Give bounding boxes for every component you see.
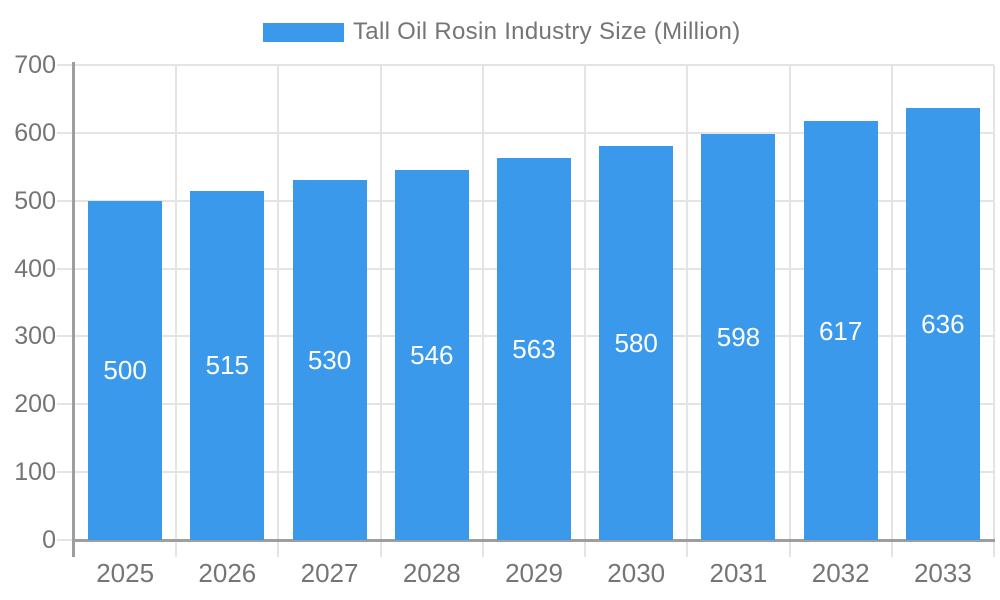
y-axis-tick-label: 600 (14, 118, 56, 147)
x-gridline (379, 65, 382, 557)
y-axis-tick-label: 300 (14, 322, 56, 351)
bar-value-label: 500 (103, 355, 147, 386)
x-axis-tick-label: 2025 (96, 558, 155, 588)
x-axis-tick-label: 2033 (913, 558, 972, 588)
y-axis-tick-label: 0 (42, 526, 56, 554)
legend-label: Tall Oil Rosin Industry Size (Million) (353, 18, 741, 45)
bar-value-label: 636 (921, 309, 965, 340)
bar: 500 (88, 200, 163, 540)
bar: 563 (497, 157, 571, 540)
x-gridline (175, 65, 178, 557)
y-axis-line (72, 62, 75, 557)
bar: 598 (701, 134, 776, 540)
y-axis-tick-label: 500 (14, 186, 56, 215)
y-gridline (57, 131, 994, 134)
x-gridline (277, 65, 280, 557)
legend[interactable]: Tall Oil Rosin Industry Size (Million) (0, 19, 1000, 45)
bar: 636 (905, 108, 980, 540)
bar-value-label: 546 (410, 339, 454, 370)
bar-value-label: 617 (818, 315, 863, 346)
bar-value-label: 580 (614, 328, 658, 359)
x-axis-tick-label: 2029 (505, 558, 563, 588)
y-axis-tick (57, 539, 74, 541)
y-axis-tick-label: 400 (14, 254, 56, 283)
x-axis-line (72, 539, 995, 542)
x-axis-tick-label: 2028 (402, 558, 461, 588)
y-axis-tick-label: 700 (14, 51, 56, 79)
x-axis-tick-label: 2031 (709, 558, 768, 588)
bar: 546 (394, 169, 469, 540)
x-axis-tick-label: 2032 (811, 558, 870, 588)
x-gridline (890, 65, 893, 557)
bar-value-label: 530 (307, 345, 352, 376)
x-axis-tick-label: 2030 (607, 558, 666, 588)
y-gridline (57, 64, 994, 66)
x-gridline (686, 65, 689, 557)
y-axis-tick-label: 200 (14, 390, 56, 419)
bar-value-label: 515 (205, 350, 250, 381)
bar: 530 (292, 180, 367, 540)
bar: 580 (599, 146, 674, 540)
x-gridline (788, 65, 791, 557)
x-gridline (584, 65, 587, 557)
bar: 515 (190, 190, 265, 540)
bar-value-label: 563 (512, 333, 556, 364)
bar: 617 (803, 121, 878, 540)
x-axis-tick-label: 2027 (300, 558, 359, 588)
x-axis-tick-label: 2026 (198, 558, 257, 588)
x-gridline (481, 65, 484, 557)
bar-value-label: 598 (716, 322, 761, 353)
y-axis-tick-label: 100 (14, 458, 56, 487)
x-gridline (993, 65, 995, 557)
legend-swatch (263, 23, 344, 42)
